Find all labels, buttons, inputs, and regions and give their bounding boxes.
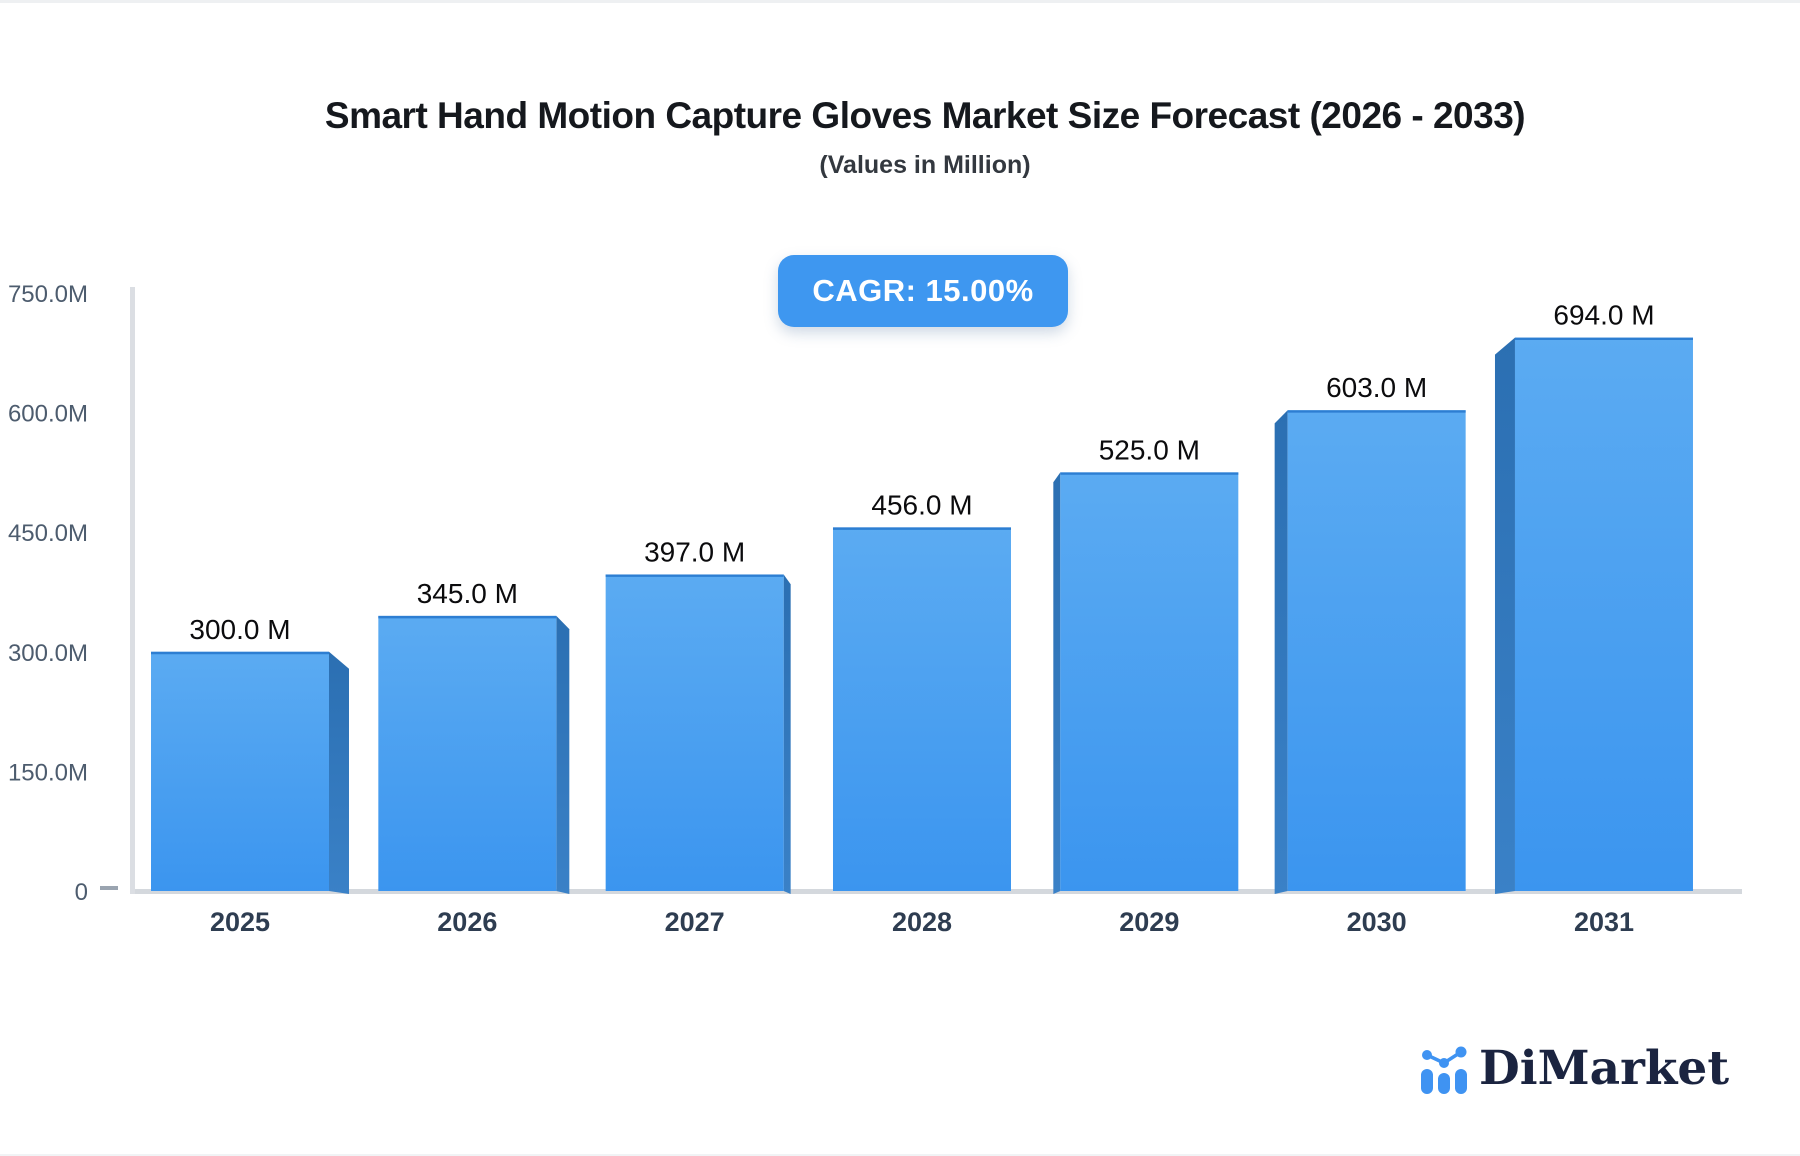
x-axis-label: 2030 [1347,907,1407,937]
bar-side-face [556,615,570,894]
bar-value-label: 300.0 M [189,614,290,645]
chart-subtitle: (Values in Million) [819,151,1031,179]
bar-2025 [151,651,329,891]
x-axis-line [130,889,1742,894]
y-tick-label: 300.0M [8,640,88,667]
bar-value-label: 603.0 M [1326,372,1427,403]
bar-2028 [832,527,1011,891]
x-axis-label: 2031 [1574,907,1634,937]
cagr-badge: CAGR: 15.00% [778,255,1068,327]
y-tick-label: 150.0M [8,759,88,786]
bar-2029 [1060,472,1239,891]
bar-2027 [605,574,784,891]
x-axis-label: 2028 [892,907,952,937]
x-axis-label: 2027 [665,907,725,937]
y-tick-label: 450.0M [8,520,88,547]
y-tick-label: 750.0M [8,281,88,308]
bar-side-face [1494,337,1515,895]
bar-value-label: 397.0 M [644,536,745,567]
bar-2030 [1287,410,1466,891]
bar-side-face [1053,472,1061,894]
bar-value-label: 456.0 M [871,489,972,520]
bar-chart-icon [1421,1046,1467,1094]
y-tick-label: 600.0M [8,401,88,428]
x-axis-label: 2026 [437,907,497,937]
x-axis-label: 2029 [1119,907,1179,937]
logo-text: DiMarket [1479,1041,1730,1096]
cagr-badge-label: CAGR: 15.00% [812,273,1034,308]
bar-value-label: 525.0 M [1099,434,1200,465]
bar-side-face [783,574,791,894]
bar-value-label: 345.0 M [417,578,518,609]
bar-chart: 750.0M 600.0M 450.0M 300.0M 150.0M 0 300.0 M 20… [8,281,1742,937]
bar-value-label: 694.0 M [1553,300,1654,331]
bar-side-face [329,651,349,894]
chart-title: Smart Hand Motion Capture Gloves Market … [324,95,1526,136]
x-axis-label: 2025 [210,907,270,937]
bar-2026 [378,615,557,891]
chart-header: Smart Hand Motion Capture Gloves Market … [50,93,1800,180]
y-axis-line [130,287,135,894]
dimarket-logo: DiMarket [1416,1039,1729,1099]
bar-2031 [1514,337,1693,892]
y-tick-label: 0 [75,879,88,906]
bar-side-face [1274,410,1288,894]
